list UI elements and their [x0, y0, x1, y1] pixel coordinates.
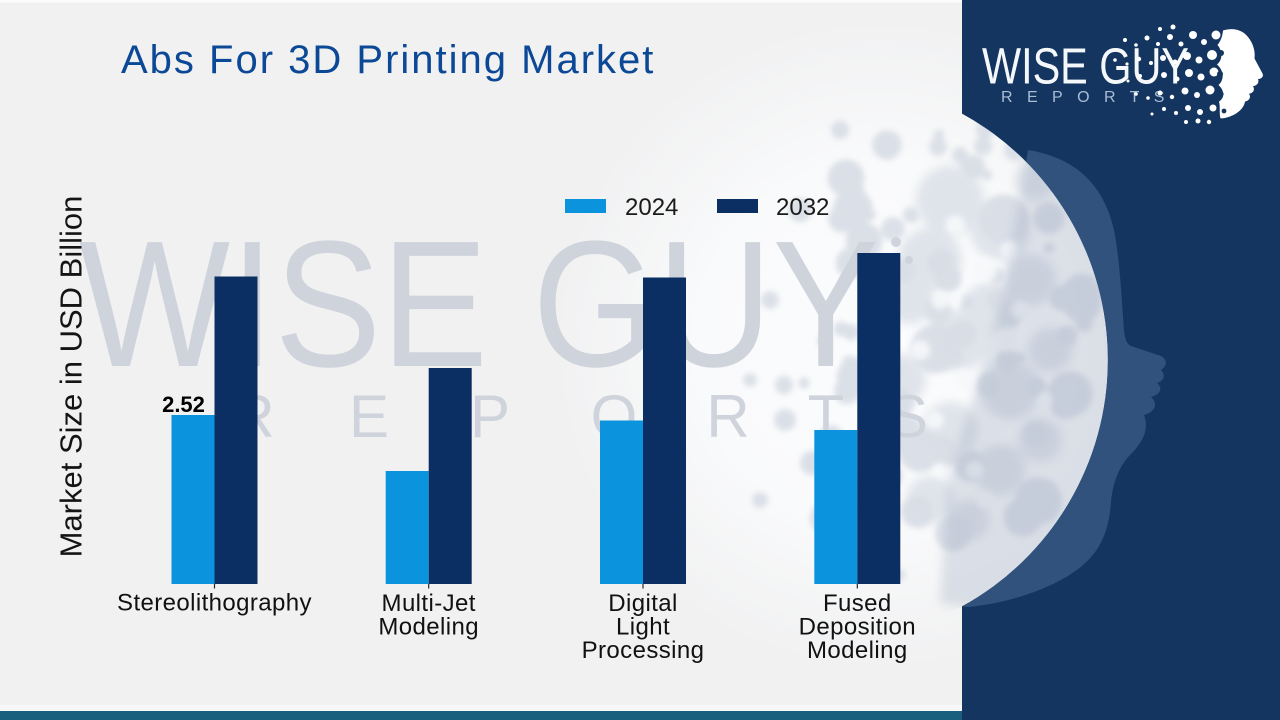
svg-text:P: P: [470, 383, 510, 450]
svg-text:R: R: [706, 383, 749, 450]
svg-text:Abs For 3D Printing Market: Abs For 3D Printing Market: [121, 38, 655, 82]
svg-text:2032: 2032: [776, 194, 829, 221]
svg-text:2024: 2024: [625, 194, 678, 221]
svg-text:Stereolithography: Stereolithography: [117, 590, 312, 617]
svg-text:Market Size in USD Billion: Market Size in USD Billion: [54, 196, 89, 558]
svg-text:E: E: [349, 383, 389, 450]
svg-text:WISE GUY: WISE GUY: [79, 204, 879, 405]
svg-text:2.52: 2.52: [162, 392, 205, 417]
svg-text:WISE GUY: WISE GUY: [982, 37, 1189, 94]
svg-text:REPORTS: REPORTS: [1001, 89, 1179, 106]
